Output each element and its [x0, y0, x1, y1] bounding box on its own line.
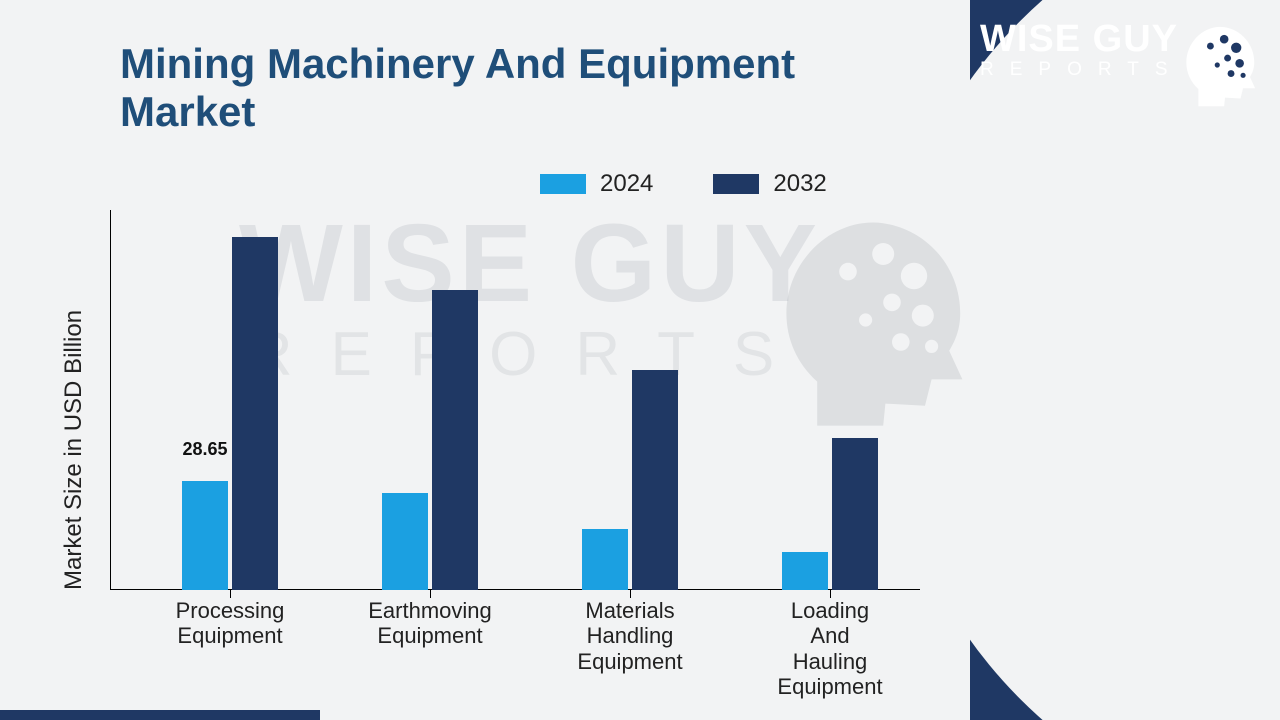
y-axis-label: Market Size in USD Billion	[60, 310, 88, 590]
bar	[182, 481, 228, 590]
legend-swatch	[540, 174, 586, 194]
stage: WISE GUY REPORTS WISE GUY REPORTS Mining…	[0, 0, 1280, 720]
value-label: 28.65	[182, 439, 227, 460]
legend: 2024 2032	[540, 170, 827, 198]
legend-label: 2032	[773, 170, 826, 198]
x-tick-label: EarthmovingEquipment	[350, 598, 510, 649]
x-tick	[830, 590, 831, 598]
legend-label: 2024	[600, 170, 653, 198]
bar	[382, 493, 428, 590]
x-tick-label: LoadingAndHaulingEquipment	[750, 598, 910, 699]
bar	[632, 370, 678, 590]
bar	[782, 552, 828, 590]
plot-area: 28.65	[110, 210, 920, 590]
x-tick-labels: ProcessingEquipment EarthmovingEquipment M…	[110, 592, 920, 712]
y-axis	[110, 210, 111, 590]
brand-logo: WISE GUY REPORTS	[980, 18, 1262, 118]
x-tick	[630, 590, 631, 598]
x-tick-label: MaterialsHandlingEquipment	[550, 598, 710, 674]
chart-title: Mining Machinery And Equipment Market	[120, 40, 840, 137]
bar	[232, 237, 278, 590]
bar	[432, 290, 478, 590]
x-tick-label: ProcessingEquipment	[150, 598, 310, 649]
bar	[832, 438, 878, 590]
legend-item: 2032	[713, 170, 826, 198]
legend-swatch	[713, 174, 759, 194]
brand-head-icon	[1176, 22, 1262, 108]
bar	[582, 529, 628, 590]
x-tick	[430, 590, 431, 598]
x-tick	[230, 590, 231, 598]
legend-item: 2024	[540, 170, 653, 198]
